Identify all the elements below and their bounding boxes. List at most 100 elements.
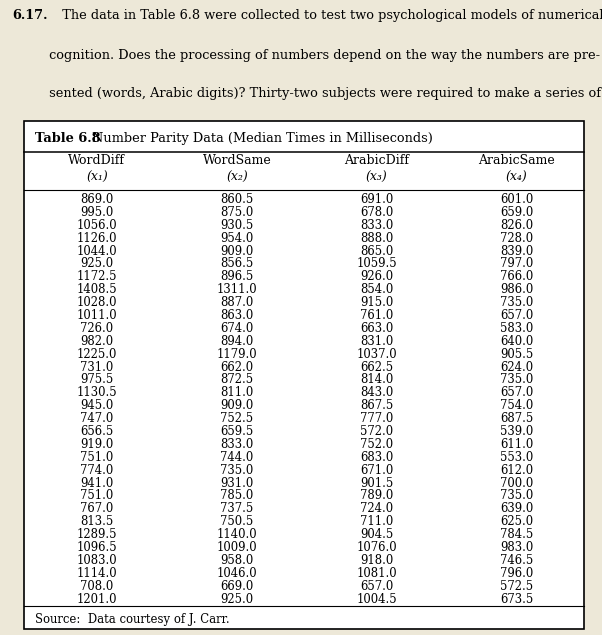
Text: 854.0: 854.0 (360, 283, 394, 297)
Text: 711.0: 711.0 (360, 515, 394, 528)
Text: 1201.0: 1201.0 (76, 592, 117, 606)
Text: 657.0: 657.0 (500, 386, 533, 399)
Text: 752.5: 752.5 (220, 412, 253, 425)
Text: WordSame: WordSame (202, 154, 272, 166)
Text: 1289.5: 1289.5 (76, 528, 117, 541)
Text: 1028.0: 1028.0 (76, 296, 117, 309)
Text: ArabicDiff: ArabicDiff (344, 154, 409, 166)
Text: 826.0: 826.0 (500, 219, 533, 232)
Text: 995.0: 995.0 (80, 206, 114, 219)
Text: 678.0: 678.0 (360, 206, 394, 219)
Text: 553.0: 553.0 (500, 451, 533, 464)
Text: 746.5: 746.5 (500, 554, 533, 567)
Text: 918.0: 918.0 (360, 554, 394, 567)
Text: 671.0: 671.0 (360, 464, 394, 477)
Text: 865.0: 865.0 (360, 244, 394, 258)
Text: 625.0: 625.0 (500, 515, 533, 528)
Text: cognition. Does the processing of numbers depend on the way the numbers are pre-: cognition. Does the processing of number… (12, 49, 600, 62)
Text: 687.5: 687.5 (500, 412, 533, 425)
Text: (x₃): (x₃) (366, 171, 388, 184)
FancyBboxPatch shape (24, 121, 584, 629)
Text: 888.0: 888.0 (360, 232, 394, 244)
Text: 1096.5: 1096.5 (76, 541, 117, 554)
Text: 925.0: 925.0 (220, 592, 253, 606)
Text: 945.0: 945.0 (80, 399, 114, 412)
Text: 1083.0: 1083.0 (76, 554, 117, 567)
Text: 700.0: 700.0 (500, 477, 533, 490)
Text: 915.0: 915.0 (360, 296, 394, 309)
Text: 975.5: 975.5 (80, 373, 114, 387)
Text: 639.0: 639.0 (500, 502, 533, 516)
Text: 728.0: 728.0 (500, 232, 533, 244)
Text: 662.5: 662.5 (360, 361, 393, 373)
Text: Number Parity Data (Median Times in Milliseconds): Number Parity Data (Median Times in Mill… (88, 132, 433, 145)
Text: 875.0: 875.0 (220, 206, 253, 219)
Text: 1130.5: 1130.5 (76, 386, 117, 399)
Text: 930.5: 930.5 (220, 219, 253, 232)
Text: 1011.0: 1011.0 (76, 309, 117, 322)
Text: 744.0: 744.0 (220, 451, 253, 464)
Text: (x₂): (x₂) (226, 171, 247, 184)
Text: 869.0: 869.0 (80, 193, 114, 206)
Text: Source:  Data courtesy of J. Carr.: Source: Data courtesy of J. Carr. (36, 613, 230, 626)
Text: 909.0: 909.0 (220, 244, 253, 258)
Text: 982.0: 982.0 (80, 335, 113, 348)
Text: (x₄): (x₄) (506, 171, 527, 184)
Text: 726.0: 726.0 (80, 322, 113, 335)
Text: 887.0: 887.0 (220, 296, 253, 309)
Text: 860.5: 860.5 (220, 193, 253, 206)
Text: 954.0: 954.0 (220, 232, 253, 244)
Text: 750.5: 750.5 (220, 515, 253, 528)
Text: 1037.0: 1037.0 (356, 348, 397, 361)
Text: ArabicSame: ArabicSame (479, 154, 555, 166)
Text: 1044.0: 1044.0 (76, 244, 117, 258)
Text: 747.0: 747.0 (80, 412, 114, 425)
Text: 867.5: 867.5 (360, 399, 394, 412)
Text: 983.0: 983.0 (500, 541, 533, 554)
Text: 784.5: 784.5 (500, 528, 533, 541)
Text: 811.0: 811.0 (220, 386, 253, 399)
Text: 674.0: 674.0 (220, 322, 253, 335)
Text: WordDiff: WordDiff (69, 154, 125, 166)
Text: 1126.0: 1126.0 (76, 232, 117, 244)
Text: 797.0: 797.0 (500, 257, 533, 271)
Text: 814.0: 814.0 (360, 373, 394, 387)
Text: 833.0: 833.0 (360, 219, 394, 232)
Text: 640.0: 640.0 (500, 335, 533, 348)
Text: (x₁): (x₁) (86, 171, 108, 184)
Text: 724.0: 724.0 (360, 502, 393, 516)
Text: 813.5: 813.5 (80, 515, 114, 528)
Text: 909.0: 909.0 (220, 399, 253, 412)
Text: 856.5: 856.5 (220, 257, 253, 271)
Text: 663.0: 663.0 (360, 322, 394, 335)
Text: 659.0: 659.0 (500, 206, 533, 219)
Text: 789.0: 789.0 (360, 490, 394, 502)
Text: 1225.0: 1225.0 (76, 348, 117, 361)
Text: 774.0: 774.0 (80, 464, 114, 477)
Text: 766.0: 766.0 (500, 271, 533, 283)
Text: 612.0: 612.0 (500, 464, 533, 477)
Text: 572.0: 572.0 (360, 425, 393, 438)
Text: 761.0: 761.0 (360, 309, 394, 322)
Text: 863.0: 863.0 (220, 309, 253, 322)
Text: 1076.0: 1076.0 (356, 541, 397, 554)
Text: 1059.5: 1059.5 (356, 257, 397, 271)
Text: 931.0: 931.0 (220, 477, 253, 490)
Text: 754.0: 754.0 (500, 399, 533, 412)
Text: 752.0: 752.0 (360, 438, 393, 451)
Text: 1408.5: 1408.5 (76, 283, 117, 297)
Text: 708.0: 708.0 (80, 580, 114, 592)
Text: 735.0: 735.0 (500, 373, 533, 387)
Text: 986.0: 986.0 (500, 283, 533, 297)
Text: 659.5: 659.5 (220, 425, 253, 438)
Text: sented (words, Arabic digits)? Thirty-two subjects were required to make a serie: sented (words, Arabic digits)? Thirty-tw… (12, 88, 601, 100)
Text: 833.0: 833.0 (220, 438, 253, 451)
Text: 735.0: 735.0 (500, 296, 533, 309)
Text: 1004.5: 1004.5 (356, 592, 397, 606)
Text: 572.5: 572.5 (500, 580, 533, 592)
Text: 611.0: 611.0 (500, 438, 533, 451)
Text: 925.0: 925.0 (80, 257, 113, 271)
Text: 691.0: 691.0 (360, 193, 394, 206)
Text: 657.0: 657.0 (500, 309, 533, 322)
Text: 669.0: 669.0 (220, 580, 253, 592)
